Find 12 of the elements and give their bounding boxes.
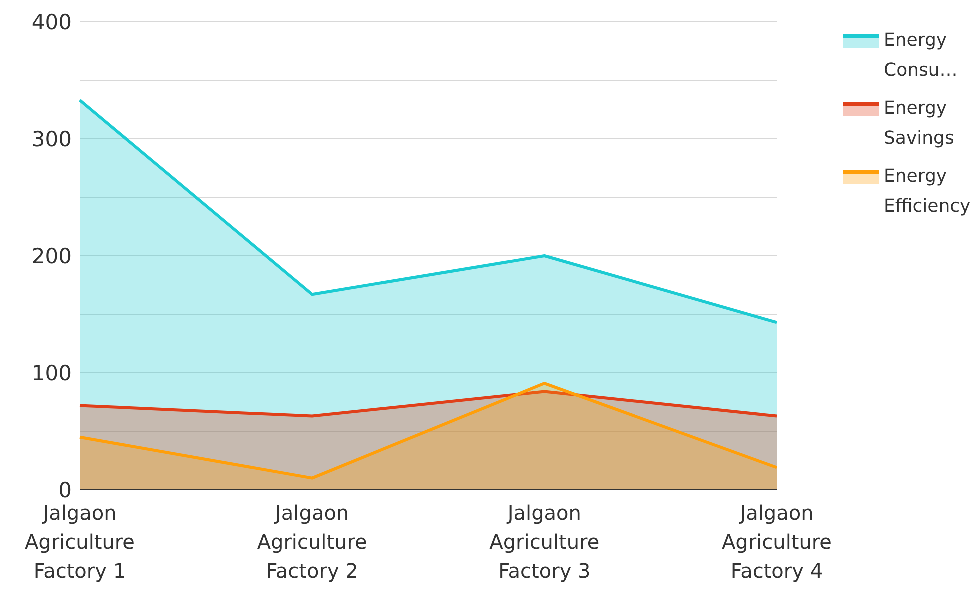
x-tick-label: Jalgaon Agriculture Factory 2 xyxy=(257,501,368,583)
x-tick-label: Jalgaon Agriculture Factory 4 xyxy=(722,501,832,583)
legend-label: Energy Efficiency xyxy=(884,165,972,219)
legend-label: Energy Savings xyxy=(884,97,956,151)
y-tick-label: 300 xyxy=(32,127,72,152)
y-tick-label: 200 xyxy=(32,244,72,268)
legend-label: Energy Consu… xyxy=(884,29,959,83)
y-tick-label: 100 xyxy=(32,361,72,386)
x-tick-label: Jalgaon Agriculture Factory 1 xyxy=(25,501,135,583)
y-tick-label: 0 xyxy=(58,478,72,502)
y-tick-label: 400 xyxy=(32,10,72,34)
x-tick-label: Jalgaon Agriculture Factory 3 xyxy=(490,501,600,583)
